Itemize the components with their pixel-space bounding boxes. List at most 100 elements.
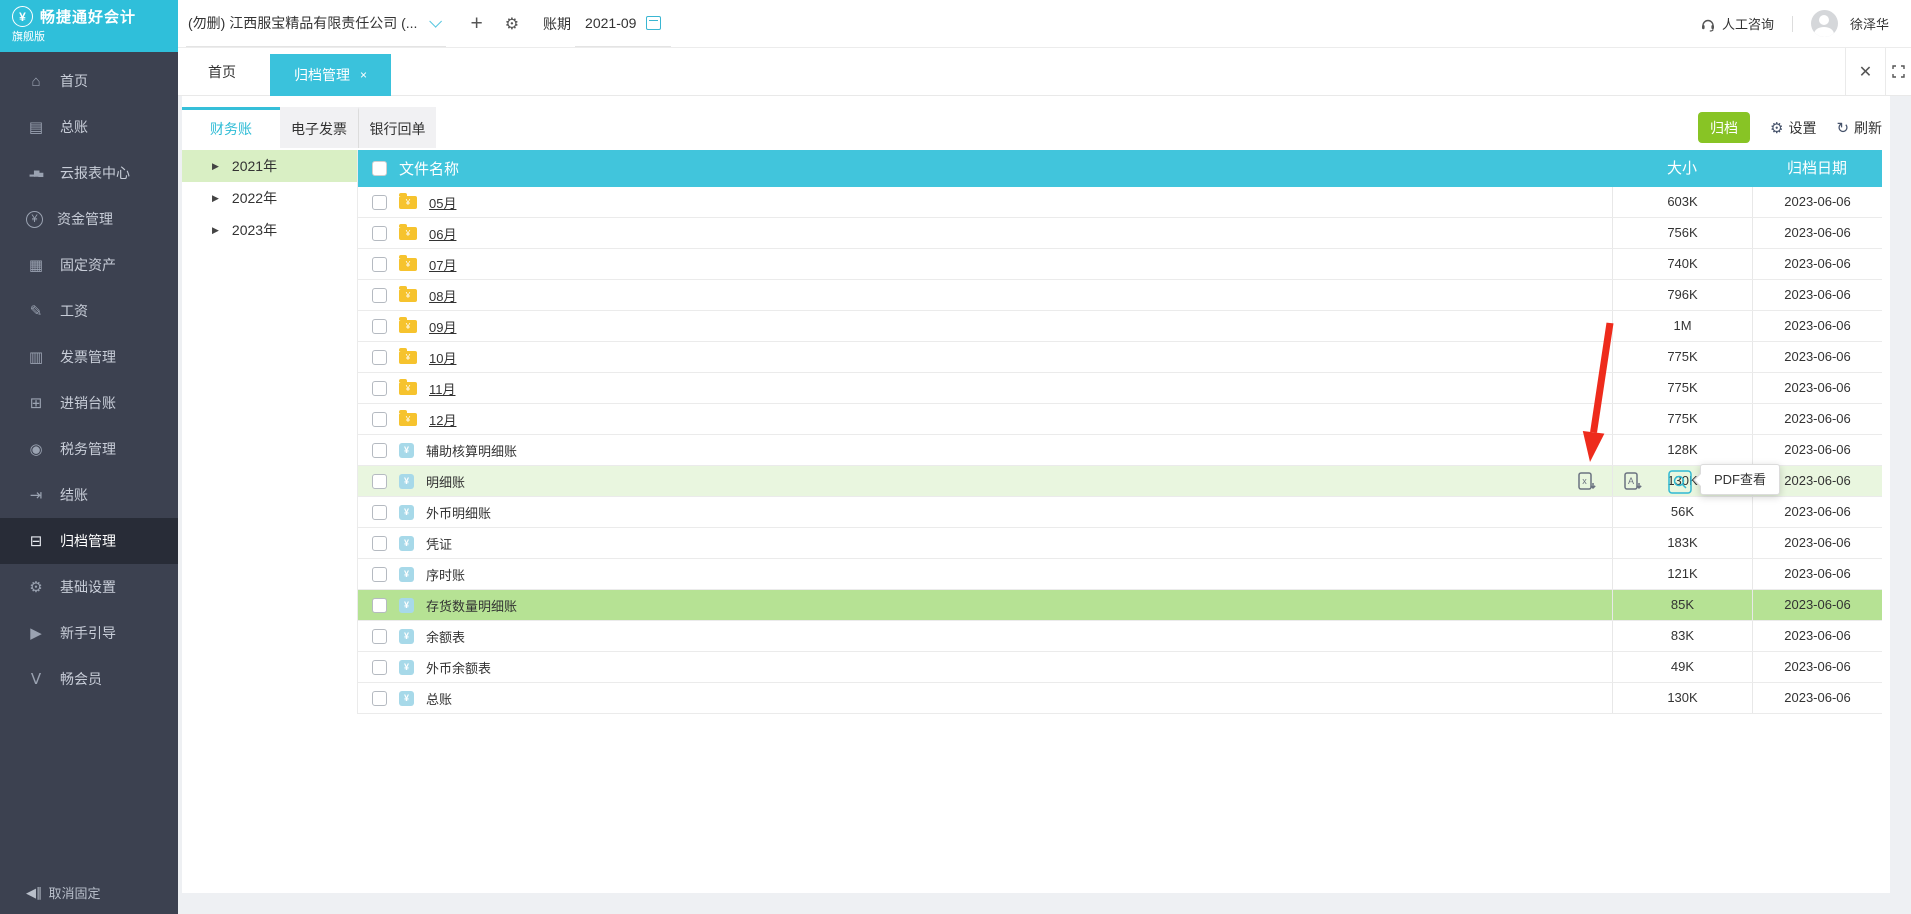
file-size-cell: 183K <box>1612 528 1752 558</box>
sidebar-item-member[interactable]: Ⅴ 畅会员 <box>0 656 178 702</box>
period-selector[interactable]: 2021-09 <box>575 0 672 47</box>
file-name-link[interactable]: 10月 <box>429 350 457 366</box>
file-name-link[interactable]: 12月 <box>429 412 457 428</box>
sidebar-item-closing[interactable]: ⇥ 结账 <box>0 472 178 518</box>
file-name-link[interactable]: 07月 <box>429 257 457 273</box>
table-row[interactable]: ¥10月 775K 2023-06-06 <box>358 342 1882 373</box>
table-row[interactable]: ¥ 存货数量明细账 85K 2023-06-06 <box>358 590 1882 621</box>
row-checkbox[interactable] <box>372 504 387 520</box>
company-selector[interactable]: (勿删) 江西服宝精品有限责任公司 (... <box>186 0 447 47</box>
table-row[interactable]: ¥ 外币余额表 49K 2023-06-06 <box>358 652 1882 683</box>
archive-button[interactable]: 归档 <box>1698 112 1750 143</box>
table-row[interactable]: ¥ 凭证 183K 2023-06-06 <box>358 528 1882 559</box>
fullscreen-button[interactable] <box>1885 48 1911 95</box>
row-checkbox[interactable] <box>372 628 387 644</box>
expand-arrow-icon[interactable]: ▶ <box>212 224 219 235</box>
add-account-button[interactable]: + <box>470 11 483 35</box>
guide-icon: ▶ <box>30 625 42 642</box>
table-row[interactable]: ¥ 明细账 x A 130K 2023-06-06 <box>358 466 1882 497</box>
file-name-link[interactable]: 06月 <box>429 226 457 242</box>
svg-text:x: x <box>1582 476 1587 486</box>
username[interactable]: 徐泽华 <box>1849 17 1889 32</box>
file-size-cell: 83K <box>1612 621 1752 651</box>
row-checkbox[interactable] <box>372 690 387 706</box>
subtab-e-invoice[interactable]: 电子发票 <box>280 107 358 148</box>
invoice-icon: ▥ <box>28 349 44 366</box>
row-checkbox[interactable] <box>372 659 387 675</box>
sidebar-item-invoice[interactable]: ▥ 发票管理 <box>0 334 178 380</box>
sidebar-item-general-ledger[interactable]: ▤ 总账 <box>0 104 178 150</box>
row-checkbox[interactable] <box>372 380 387 396</box>
table-row[interactable]: ¥05月 603K 2023-06-06 <box>358 187 1882 218</box>
row-checkbox[interactable] <box>372 225 387 241</box>
subtab-finance-book[interactable]: 财务账 <box>182 107 280 148</box>
sidebar-item-tax[interactable]: ◉ 税务管理 <box>0 426 178 472</box>
row-checkbox[interactable] <box>372 349 387 365</box>
tree-node-year[interactable]: ▶ 2022年 <box>182 182 357 214</box>
sidebar-item-guide[interactable]: ▶ 新手引导 <box>0 610 178 656</box>
avatar[interactable] <box>1810 10 1838 37</box>
pdf-preview-icon[interactable] <box>1668 470 1692 494</box>
tab-home[interactable]: 首页 <box>208 64 236 80</box>
expand-arrow-icon[interactable]: ▶ <box>212 192 219 203</box>
file-name-link[interactable]: 08月 <box>429 288 457 304</box>
file-size-cell: 130K <box>1612 683 1752 713</box>
row-checkbox[interactable] <box>372 597 387 613</box>
folder-icon: ¥ <box>399 347 417 364</box>
table-row[interactable]: ¥06月 756K 2023-06-06 <box>358 218 1882 249</box>
row-checkbox[interactable] <box>372 287 387 303</box>
collapse-sidebar-button[interactable]: ◀∥ 取消固定 <box>26 883 101 902</box>
table-row[interactable]: ¥ 总账 130K 2023-06-06 <box>358 683 1882 714</box>
table-row[interactable]: ¥ 序时账 121K 2023-06-06 <box>358 559 1882 590</box>
table-row[interactable]: ¥ 余额表 83K 2023-06-06 <box>358 621 1882 652</box>
table-row[interactable]: ¥12月 775K 2023-06-06 <box>358 404 1882 435</box>
sidebar-item-cloud-report[interactable]: ▂▆▄ 云报表中心 <box>0 150 178 196</box>
export-excel-icon[interactable]: x <box>1576 471 1598 493</box>
sidebar-item-salary[interactable]: ✎ 工资 <box>0 288 178 334</box>
table-row[interactable]: ¥09月 1M 2023-06-06 <box>358 311 1882 342</box>
sidebar-item-settings[interactable]: ⚙ 基础设置 <box>0 564 178 610</box>
tab-archive-management[interactable]: 归档管理 × <box>270 54 392 96</box>
tree-node-year[interactable]: ▶ 2021年 <box>182 150 357 182</box>
row-checkbox[interactable] <box>372 411 387 427</box>
table-row[interactable]: ¥ 辅助核算明细账 128K 2023-06-06 <box>358 435 1882 466</box>
table-row[interactable]: ¥08月 796K 2023-06-06 <box>358 280 1882 311</box>
row-checkbox[interactable] <box>372 256 387 272</box>
file-name-cell: ¥08月 <box>358 280 1612 310</box>
file-name-link[interactable]: 05月 <box>429 195 457 211</box>
settings-button[interactable]: ⚙ 设置 <box>1770 118 1816 138</box>
file-name-link[interactable]: 09月 <box>429 319 457 335</box>
archive-date-cell: 2023-06-06 <box>1752 435 1882 465</box>
table-row[interactable]: ¥11月 775K 2023-06-06 <box>358 373 1882 404</box>
brand-logo: ¥ 畅捷通好会计 旗舰版 <box>0 0 178 52</box>
sidebar-item-purchase-sales[interactable]: ⊞ 进销台账 <box>0 380 178 426</box>
subtab-bank-receipt[interactable]: 银行回单 <box>358 107 436 148</box>
sidebar-item-funds[interactable]: ¥ 资金管理 <box>0 196 178 242</box>
tree-node-year[interactable]: ▶ 2023年 <box>182 214 357 246</box>
row-checkbox[interactable] <box>372 194 387 210</box>
sidebar-item-fixed-assets[interactable]: ▦ 固定资产 <box>0 242 178 288</box>
support-link[interactable]: 人工咨询 <box>1700 14 1774 33</box>
account-settings-icon[interactable]: ⚙ <box>504 15 520 33</box>
row-checkbox[interactable] <box>372 318 387 334</box>
file-name-cell: ¥ 明细账 x A <box>358 466 1692 496</box>
row-checkbox[interactable] <box>372 566 387 582</box>
table-row[interactable]: ¥07月 740K 2023-06-06 <box>358 249 1882 280</box>
table-row[interactable]: ¥ 外币明细账 56K 2023-06-06 <box>358 497 1882 528</box>
folder-icon: ¥ <box>399 409 417 426</box>
column-file-name: 文件名称 <box>399 161 460 178</box>
file-name-link[interactable]: 11月 <box>429 381 456 397</box>
row-checkbox[interactable] <box>372 473 387 489</box>
close-all-tabs-button[interactable]: ✕ <box>1845 48 1885 95</box>
sidebar-item-home[interactable]: ⌂ 首页 <box>0 58 178 104</box>
refresh-button[interactable]: ↻ 刷新 <box>1836 118 1882 138</box>
row-checkbox[interactable] <box>372 442 387 458</box>
file-size-cell: 775K <box>1612 404 1752 434</box>
export-pdf-icon[interactable]: A <box>1622 471 1644 493</box>
close-tab-icon[interactable]: × <box>360 68 368 82</box>
sidebar-item-archive[interactable]: ⊟ 归档管理 <box>0 518 178 564</box>
divider <box>1791 15 1793 32</box>
row-checkbox[interactable] <box>372 535 387 551</box>
select-all-checkbox[interactable] <box>372 161 387 176</box>
expand-arrow-icon[interactable]: ▶ <box>212 160 219 171</box>
